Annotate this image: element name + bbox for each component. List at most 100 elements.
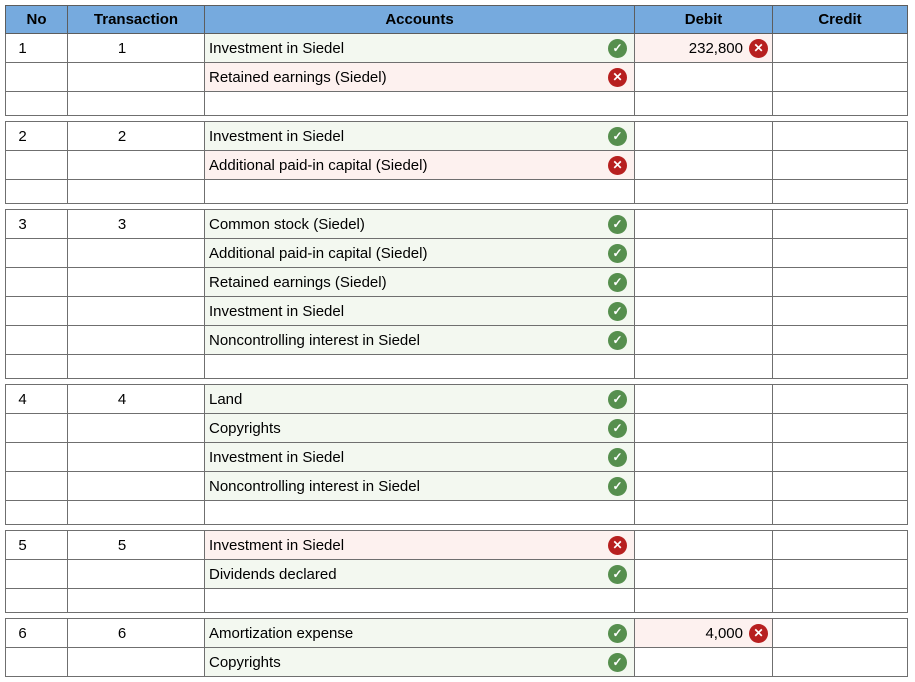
journal-row: Retained earnings (Siedel) ✕ — [5, 62, 908, 92]
credit-header: Credit — [772, 5, 908, 34]
journal-table-group-3: 3 3 Common stock (Siedel) ✓ Additional pa… — [5, 209, 908, 379]
no-cell — [5, 296, 68, 326]
spacer-row — [5, 91, 908, 116]
debit-cell — [634, 296, 773, 326]
no-cell — [5, 588, 68, 613]
credit-cell — [772, 267, 908, 297]
debit-amount: 232,800 — [688, 39, 743, 57]
no-cell — [5, 150, 68, 180]
credit-cell — [772, 647, 908, 677]
account-name: Noncontrolling interest in Siedel — [209, 331, 420, 349]
account-cell — [204, 91, 635, 116]
transaction-cell — [67, 500, 205, 525]
account-name: Investment in Siedel — [209, 302, 345, 320]
transaction-cell — [67, 442, 205, 472]
account-cell: Investment in Siedel ✓ — [204, 33, 635, 63]
debit-cell — [634, 500, 773, 525]
journal-row: 5 5 Investment in Siedel ✕ — [5, 530, 908, 560]
journal-row: Investment in Siedel ✓ — [5, 296, 908, 326]
transaction-cell — [67, 325, 205, 355]
account-name: Amortization expense — [209, 624, 354, 642]
account-name: Additional paid-in capital (Siedel) — [209, 244, 428, 262]
journal-row: 6 6 Amortization expense ✓ 4,000 ✕ — [5, 618, 908, 648]
debit-cell — [634, 62, 773, 92]
transaction-cell: 5 — [67, 530, 205, 560]
no-cell — [5, 500, 68, 525]
check-icon: ✓ — [608, 476, 627, 496]
debit-cell — [634, 413, 773, 443]
account-cell: Investment in Siedel ✓ — [204, 442, 635, 472]
transaction-cell — [67, 179, 205, 204]
account-cell: Additional paid-in capital (Siedel) ✓ — [204, 238, 635, 268]
no-cell: 5 — [5, 530, 68, 560]
credit-cell — [772, 559, 908, 589]
no-cell — [5, 267, 68, 297]
spacer-row — [5, 500, 908, 525]
check-icon: ✓ — [608, 126, 627, 146]
account-name: Retained earnings (Siedel) — [209, 68, 387, 86]
check-icon: ✓ — [608, 418, 627, 438]
journal-row: 3 3 Common stock (Siedel) ✓ — [5, 209, 908, 239]
journal-table-group-5: 5 5 Investment in Siedel ✕ Dividends decl… — [5, 530, 908, 613]
account-cell: Copyrights ✓ — [204, 413, 635, 443]
no-cell — [5, 559, 68, 589]
account-name: Retained earnings (Siedel) — [209, 273, 387, 291]
transaction-cell: 6 — [67, 618, 205, 648]
credit-cell — [772, 588, 908, 613]
transaction-cell: 3 — [67, 209, 205, 239]
credit-cell — [772, 354, 908, 379]
journal-row: Noncontrolling interest in Siedel ✓ — [5, 325, 908, 355]
account-name: Noncontrolling interest in Siedel — [209, 477, 420, 495]
credit-cell — [772, 442, 908, 472]
transaction-cell — [67, 91, 205, 116]
account-name: Investment in Siedel — [209, 39, 345, 57]
debit-amount: 4,000 — [705, 624, 743, 642]
credit-cell — [772, 150, 908, 180]
transaction-cell — [67, 588, 205, 613]
credit-cell — [772, 471, 908, 501]
journal-row: 4 4 Land ✓ — [5, 384, 908, 414]
transaction-cell: 4 — [67, 384, 205, 414]
journal-row: 1 1 Investment in Siedel ✓ 232,800 ✕ — [5, 33, 908, 63]
account-cell — [204, 588, 635, 613]
check-icon: ✓ — [608, 243, 627, 263]
account-name: Investment in Siedel — [209, 127, 345, 145]
check-icon: ✓ — [608, 652, 627, 672]
account-cell: Noncontrolling interest in Siedel ✓ — [204, 325, 635, 355]
transaction-cell — [67, 267, 205, 297]
debit-cell — [634, 588, 773, 613]
account-name: Additional paid-in capital (Siedel) — [209, 156, 428, 174]
no-header: No — [5, 5, 68, 34]
debit-cell: 232,800 ✕ — [634, 33, 773, 63]
account-name: Copyrights — [209, 653, 281, 671]
debit-cell — [634, 267, 773, 297]
transaction-cell — [67, 413, 205, 443]
debit-cell — [634, 471, 773, 501]
journal-row: Investment in Siedel ✓ — [5, 442, 908, 472]
no-cell: 2 — [5, 121, 68, 151]
debit-cell — [634, 647, 773, 677]
spacer-row — [5, 179, 908, 204]
credit-cell — [772, 530, 908, 560]
journal-row: Dividends declared ✓ — [5, 559, 908, 589]
credit-cell — [772, 413, 908, 443]
credit-cell — [772, 618, 908, 648]
no-cell — [5, 325, 68, 355]
no-cell — [5, 413, 68, 443]
journal-table-group-4: 4 4 Land ✓ Copyrights ✓ — [5, 384, 908, 525]
credit-cell — [772, 121, 908, 151]
no-cell — [5, 62, 68, 92]
check-icon: ✓ — [608, 38, 627, 58]
transaction-cell: 1 — [67, 33, 205, 63]
debit-cell — [634, 121, 773, 151]
journal-row: Copyrights ✓ — [5, 647, 908, 677]
transaction-cell: 2 — [67, 121, 205, 151]
account-name: Land — [209, 390, 243, 408]
journal-table-group-1: No Transaction Accounts Debit Credit 1 1… — [5, 5, 908, 116]
spacer-row — [5, 354, 908, 379]
transaction-header: Transaction — [67, 5, 205, 34]
no-cell — [5, 238, 68, 268]
debit-cell — [634, 150, 773, 180]
journal-table-group-2: 2 2 Investment in Siedel ✓ Additional pai… — [5, 121, 908, 204]
debit-cell — [634, 530, 773, 560]
